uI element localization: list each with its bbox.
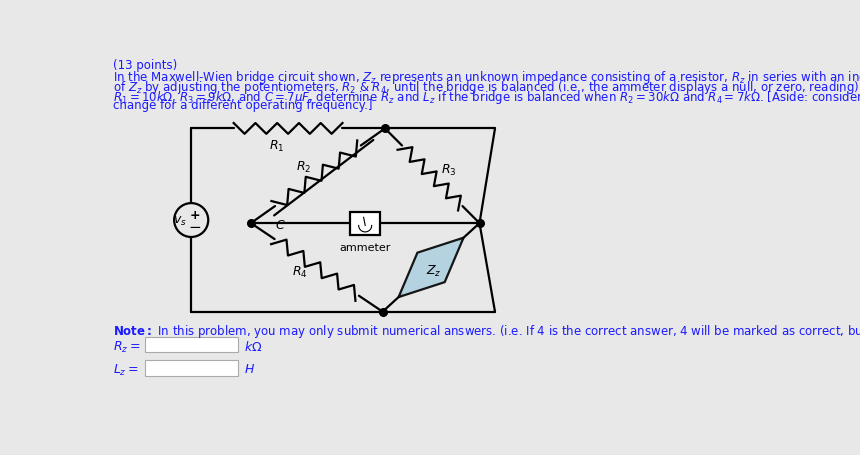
FancyBboxPatch shape <box>144 337 237 353</box>
Text: $R_3$: $R_3$ <box>441 163 457 178</box>
Text: $v_s$: $v_s$ <box>174 214 187 227</box>
Text: $Z_z$: $Z_z$ <box>426 263 441 278</box>
Text: $R_1 = 10k\Omega$, $R_3 = 9k\Omega$, and $C = 7\mu F$, determine $R_z$ and $L_z$: $R_1 = 10k\Omega$, $R_3 = 9k\Omega$, and… <box>113 88 860 106</box>
Text: of $Z_z$ by adjusting the potentiometers, $R_2$ & $R_4$, until the bridge is bal: of $Z_z$ by adjusting the potentiometers… <box>113 78 860 96</box>
Text: In the Maxwell-Wien bridge circuit shown, $Z_z$ represents an unknown impedance : In the Maxwell-Wien bridge circuit shown… <box>113 68 860 86</box>
Text: ammeter: ammeter <box>340 243 391 253</box>
Text: −: − <box>188 219 200 234</box>
Text: $R_4$: $R_4$ <box>292 264 308 279</box>
FancyBboxPatch shape <box>144 360 237 376</box>
Text: $C$: $C$ <box>275 219 286 232</box>
Text: (13 points): (13 points) <box>113 58 177 71</box>
Text: $R_1$: $R_1$ <box>268 138 284 153</box>
Text: $R_z =$: $R_z =$ <box>113 339 140 354</box>
Text: change for a different operating frequency.]: change for a different operating frequen… <box>113 98 372 111</box>
Text: $L_z =$: $L_z =$ <box>113 362 138 377</box>
Text: $H$: $H$ <box>244 362 255 375</box>
Text: $\mathbf{Note:}$ In this problem, you may only submit numerical answers. (i.e. I: $\mathbf{Note:}$ In this problem, you ma… <box>113 322 860 339</box>
Text: +: + <box>190 209 200 222</box>
Polygon shape <box>398 238 464 298</box>
FancyBboxPatch shape <box>351 212 380 235</box>
Text: $R_2$: $R_2$ <box>297 160 311 175</box>
Text: $k\Omega$: $k\Omega$ <box>244 339 262 353</box>
